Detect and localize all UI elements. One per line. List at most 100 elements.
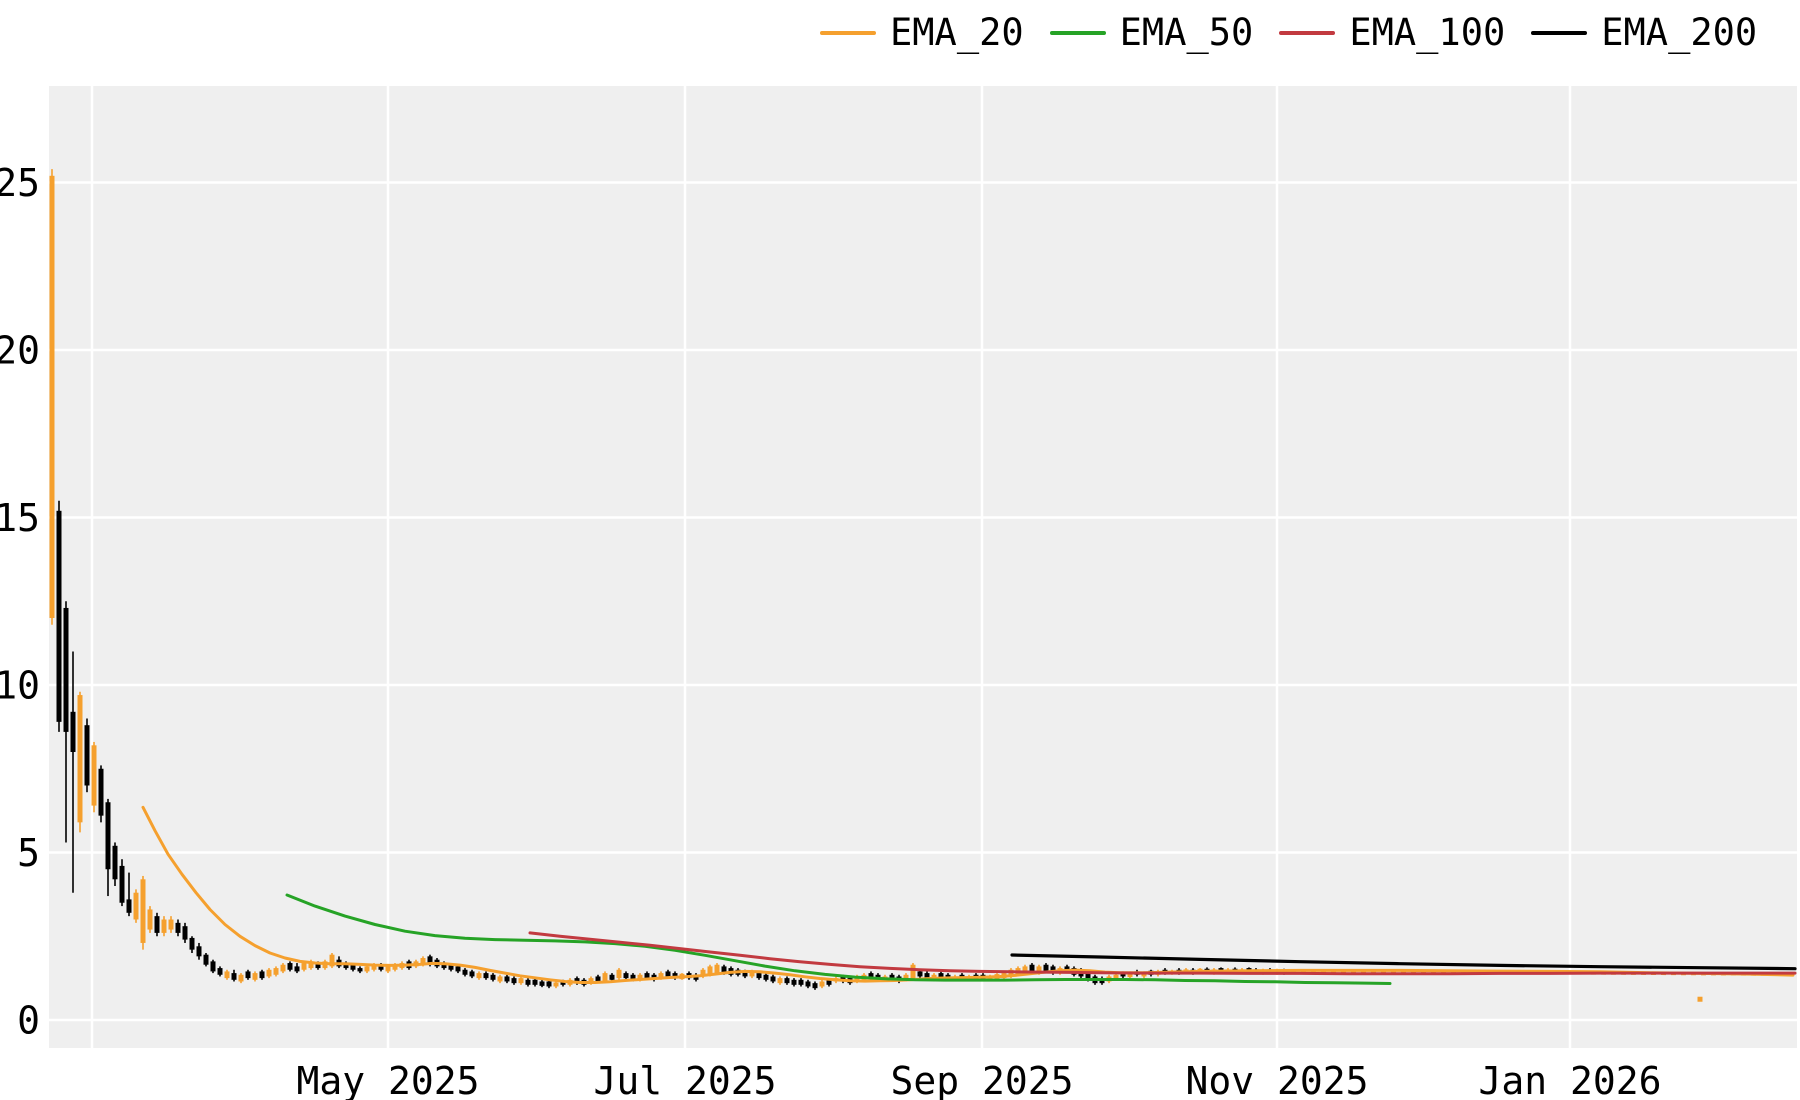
legend: EMA_20 EMA_50 EMA_100 EMA_200 xyxy=(820,14,1757,51)
candle-body xyxy=(791,979,797,985)
candle-body xyxy=(210,961,216,972)
candle-body xyxy=(182,926,188,940)
candle-body xyxy=(441,963,447,969)
candle-body xyxy=(630,974,636,980)
candle-body xyxy=(623,973,629,979)
candle-body xyxy=(532,979,538,985)
candle-body xyxy=(1127,972,1133,978)
candle-body xyxy=(560,981,566,985)
candle-body xyxy=(392,964,398,970)
candle-body xyxy=(721,966,727,974)
candle-body xyxy=(546,981,552,987)
legend-item-ema200: EMA_200 xyxy=(1531,14,1757,51)
candle-body xyxy=(49,175,55,619)
y-axis-tick-label: 15 xyxy=(0,496,40,540)
candle-body xyxy=(140,879,146,943)
candle-body xyxy=(133,892,139,920)
candle-body xyxy=(497,976,503,982)
candle-body xyxy=(371,964,377,970)
candle-body xyxy=(672,973,678,979)
candle-body xyxy=(455,966,461,972)
candle-body xyxy=(217,968,223,975)
candle-body xyxy=(742,971,748,977)
candle-body xyxy=(469,971,475,977)
candle-body xyxy=(273,968,279,975)
candle-body xyxy=(301,963,307,970)
y-axis-tick-label: 5 xyxy=(17,831,40,875)
candle-body xyxy=(161,919,167,933)
candle-body xyxy=(504,976,510,982)
candle-body xyxy=(987,976,993,981)
candle-body xyxy=(924,973,930,979)
candle-body xyxy=(189,937,195,950)
candle-body xyxy=(1085,973,1091,980)
ema-line-ema_200 xyxy=(1010,953,1797,971)
candle-body xyxy=(315,963,321,969)
candle-body xyxy=(175,922,181,933)
candle-body xyxy=(385,966,391,972)
ema200-line-swatch xyxy=(1531,30,1588,35)
candle-body xyxy=(203,954,209,965)
candle-body xyxy=(714,964,720,974)
y-axis-tick-label: 10 xyxy=(0,663,40,707)
candle-body xyxy=(595,976,601,982)
candle-body xyxy=(259,971,265,979)
candle-body xyxy=(644,973,650,979)
y-axis-tick-label: 0 xyxy=(17,998,40,1042)
candle-body xyxy=(294,966,300,972)
candle-body xyxy=(364,966,370,972)
candle-body xyxy=(819,981,825,987)
candle-body xyxy=(84,725,90,786)
x-axis-tick-label: Jul 2025 xyxy=(593,1059,776,1100)
candle-body xyxy=(357,968,363,972)
candle-body xyxy=(553,982,559,987)
x-axis-tick-label: Sep 2025 xyxy=(890,1059,1073,1100)
legend-label-ema200: EMA_200 xyxy=(1601,11,1758,54)
candle-body xyxy=(448,964,454,970)
candle-body xyxy=(490,974,496,980)
candle-body xyxy=(1043,964,1049,972)
candle-body xyxy=(854,976,860,982)
candle-body xyxy=(231,973,237,980)
candle-body xyxy=(420,958,426,965)
candle-body xyxy=(63,607,69,732)
candle-body xyxy=(70,711,76,752)
candle-body xyxy=(770,976,776,982)
legend-item-ema20: EMA_20 xyxy=(820,14,1024,51)
candle-body xyxy=(910,964,916,979)
candle-body xyxy=(112,845,118,880)
candle-body xyxy=(98,768,104,816)
candle-body xyxy=(343,963,349,969)
candle-body xyxy=(91,745,97,806)
candle-body xyxy=(1036,966,1042,974)
y-axis-tick-label: 20 xyxy=(0,328,40,372)
candle-body xyxy=(518,978,524,984)
candle-body xyxy=(378,964,384,970)
candle-body xyxy=(707,966,713,975)
candle-body xyxy=(602,973,608,982)
candle-body xyxy=(616,969,622,979)
candle-body xyxy=(1029,964,1035,972)
ema50-line-swatch xyxy=(1049,30,1106,35)
x-axis-tick-label: Jan 2026 xyxy=(1478,1059,1661,1100)
candle-body xyxy=(539,981,545,986)
legend-label-ema50: EMA_50 xyxy=(1119,11,1254,54)
candle-body xyxy=(329,954,335,967)
candle-body xyxy=(77,695,83,823)
candle-body xyxy=(462,969,468,975)
ema-line-ema_50 xyxy=(285,893,1392,985)
candle-body xyxy=(700,969,706,977)
candle-body xyxy=(483,973,489,979)
candle-body xyxy=(511,978,517,984)
candle-body xyxy=(763,974,769,980)
legend-label-ema20: EMA_20 xyxy=(890,11,1024,54)
candle-body xyxy=(287,963,293,970)
candle-body xyxy=(938,973,944,979)
candle-body xyxy=(280,964,286,972)
legend-item-ema100: EMA_100 xyxy=(1279,14,1505,51)
candle-body xyxy=(266,969,272,977)
candle-body xyxy=(56,510,62,722)
candle-body xyxy=(931,974,937,979)
